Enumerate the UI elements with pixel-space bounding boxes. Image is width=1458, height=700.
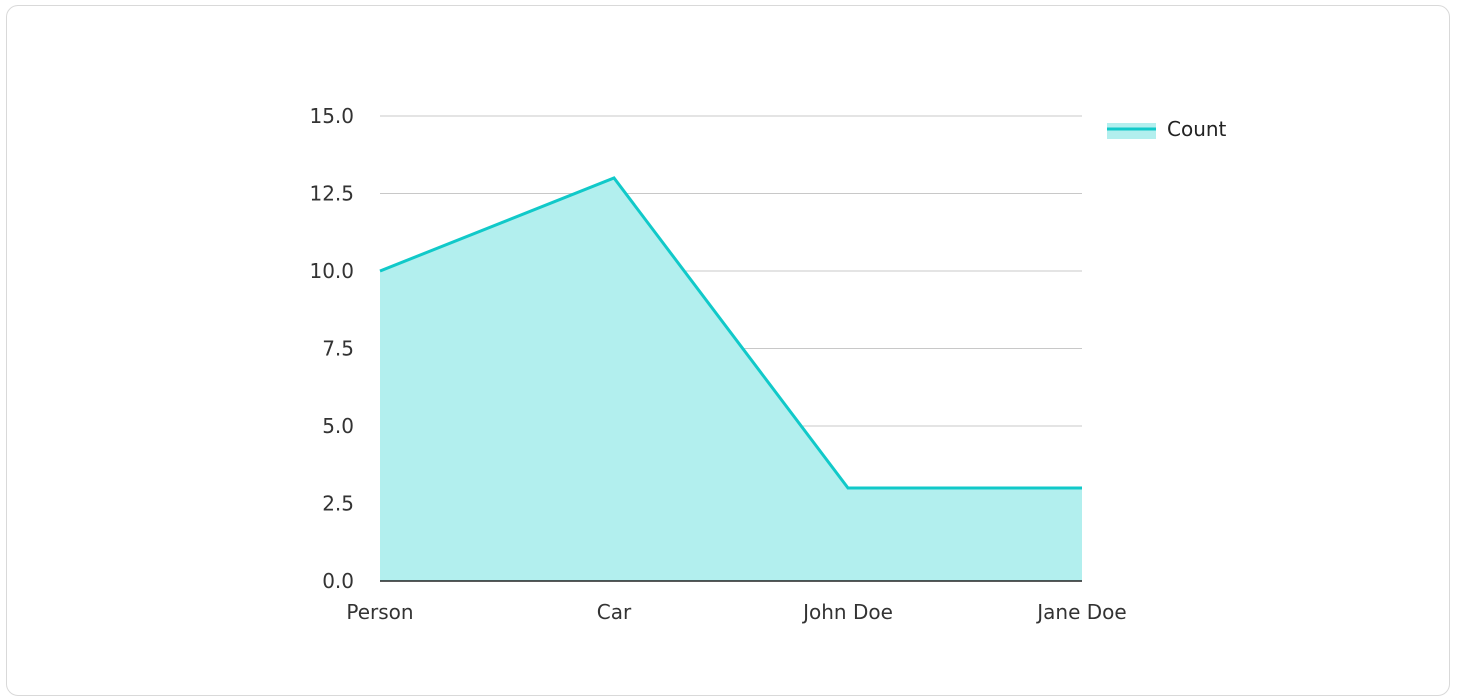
x-tick-label: Car — [597, 600, 632, 624]
y-tick-label: 5.0 — [322, 414, 354, 438]
y-tick-label: 0.0 — [322, 569, 354, 593]
y-tick-label: 12.5 — [309, 182, 354, 206]
x-tick-labels: Person Car John Doe Jane Doe — [346, 600, 1126, 624]
series-line — [379, 176, 1082, 490]
y-tick-label: 7.5 — [322, 337, 354, 361]
y-tick-label: 10.0 — [309, 259, 354, 283]
y-tick-label: 2.5 — [322, 492, 354, 516]
y-tick-label: 15.0 — [309, 104, 354, 128]
x-tick-label: Jane Doe — [1035, 600, 1126, 624]
x-tick-label: John Doe — [801, 600, 893, 624]
area-fill — [380, 178, 1082, 581]
legend-swatch-fill — [1107, 123, 1156, 139]
legend: Count — [1107, 117, 1227, 141]
plot-area — [379, 176, 1082, 581]
x-tick-label: Person — [346, 600, 413, 624]
legend-label: Count — [1167, 117, 1227, 141]
y-tick-labels: 0.0 2.5 5.0 7.5 10.0 12.5 15.0 — [309, 104, 354, 593]
